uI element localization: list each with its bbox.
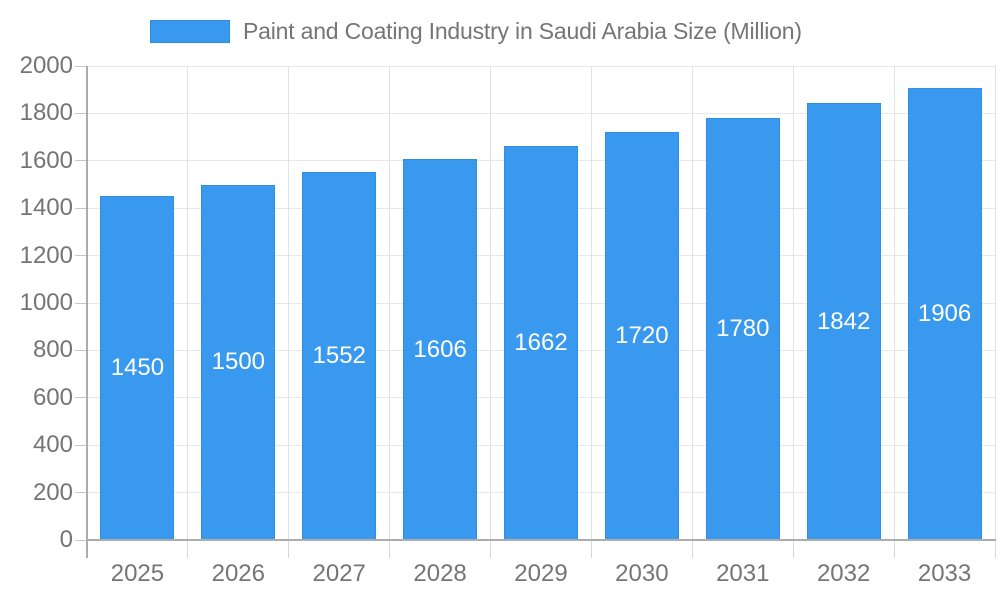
y-axis-label: 1400: [19, 194, 73, 222]
x-axis-line: [86, 539, 996, 541]
y-axis-label: 800: [32, 336, 73, 364]
bar-2028[interactable]: [403, 159, 478, 540]
bar-value-label: 1450: [110, 354, 165, 382]
gridline-vertical: [288, 66, 290, 540]
gridline-vertical: [994, 66, 996, 540]
y-axis-label: 1800: [19, 99, 73, 127]
bar-value-label: 1842: [816, 307, 871, 335]
gridline-vertical: [389, 66, 391, 540]
x-axis-tick: [389, 540, 391, 558]
bar-value-label: 1500: [211, 348, 266, 376]
x-axis-tick: [792, 540, 794, 558]
x-axis-label: 2027: [312, 560, 366, 587]
gridline-vertical: [590, 66, 592, 540]
bar-value-label: 1906: [917, 300, 972, 328]
legend-label[interactable]: Paint and Coating Industry in Saudi Arab…: [243, 18, 802, 44]
bar-2025[interactable]: [100, 196, 175, 540]
y-axis-label: 600: [32, 383, 73, 411]
y-axis-label: 1200: [19, 241, 73, 269]
bar-value-label: 1662: [514, 329, 568, 357]
x-axis-label: 2029: [514, 560, 568, 587]
bar-2026[interactable]: [201, 184, 276, 540]
gridline-vertical: [490, 66, 492, 540]
x-axis-tick: [590, 540, 592, 558]
y-axis-tick: [75, 65, 87, 67]
y-axis-label: 0: [59, 526, 73, 553]
y-axis-tick: [75, 160, 87, 162]
x-axis-label: 2033: [917, 560, 972, 587]
bar-value-label: 1720: [615, 322, 669, 350]
x-axis-label: 2032: [816, 560, 871, 587]
x-axis-tick: [994, 540, 996, 558]
x-axis-label: 2031: [716, 560, 770, 587]
bar-2030[interactable]: [604, 132, 679, 540]
bar-value-label: 1606: [413, 335, 467, 363]
y-axis-line: [86, 66, 88, 558]
bar-2029[interactable]: [504, 146, 578, 540]
y-axis-tick: [75, 349, 87, 351]
legend-swatch[interactable]: [150, 20, 230, 43]
y-axis-label: 2000: [19, 52, 73, 79]
bar-2031[interactable]: [705, 118, 780, 540]
x-axis-tick: [691, 540, 693, 558]
gridline-vertical: [792, 66, 794, 540]
x-axis-tick: [288, 540, 290, 558]
bar-value-label: 1780: [716, 315, 770, 343]
gridline-vertical: [893, 66, 895, 540]
y-axis-tick: [75, 255, 87, 257]
bar-2033[interactable]: [907, 88, 982, 540]
y-axis-label: 1600: [19, 146, 73, 174]
legend: Paint and Coating Industry in Saudi Arab…: [0, 0, 1000, 50]
y-axis-label: 400: [32, 431, 73, 459]
x-axis-tick: [490, 540, 492, 558]
x-axis-label: 2030: [615, 560, 669, 587]
bar-2027[interactable]: [302, 172, 377, 540]
y-axis-tick: [75, 302, 87, 304]
bar-value-label: 1552: [312, 342, 366, 370]
y-axis-tick: [75, 539, 87, 541]
x-axis-label: 2026: [211, 560, 265, 587]
x-axis-label: 2028: [413, 560, 467, 587]
y-axis-tick: [75, 444, 87, 446]
x-axis-tick: [893, 540, 895, 558]
gridline-horizontal: [87, 65, 995, 67]
x-axis-label: 2025: [110, 560, 165, 587]
y-axis-label: 1000: [19, 289, 73, 316]
y-axis-tick: [75, 492, 87, 494]
x-axis-tick: [187, 540, 189, 558]
y-axis-tick: [75, 112, 87, 114]
bar-2032[interactable]: [806, 103, 881, 540]
y-axis-tick: [75, 397, 87, 399]
gridline-horizontal: [87, 112, 995, 114]
y-axis-label: 200: [32, 478, 73, 506]
gridline-vertical: [187, 66, 189, 540]
gridline-vertical: [691, 66, 693, 540]
y-axis-tick: [75, 207, 87, 209]
